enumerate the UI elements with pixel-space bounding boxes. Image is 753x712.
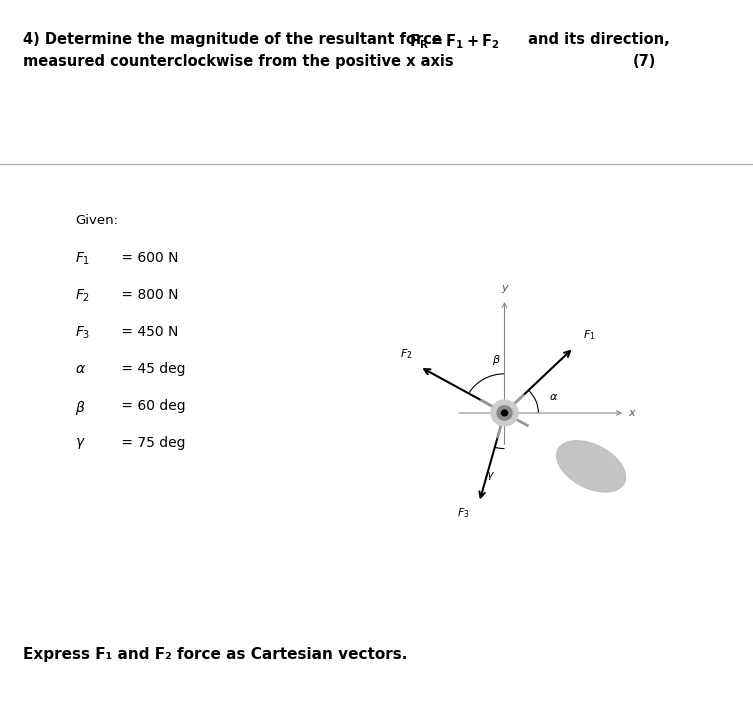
Text: (7): (7) bbox=[633, 54, 656, 69]
Text: $F_3$: $F_3$ bbox=[75, 325, 90, 341]
Text: $\alpha$: $\alpha$ bbox=[75, 362, 87, 376]
Text: measured counterclockwise from the positive x axis: measured counterclockwise from the posit… bbox=[23, 54, 453, 69]
Text: Express F₁ and F₂ force as Cartesian vectors.: Express F₁ and F₂ force as Cartesian vec… bbox=[23, 647, 407, 662]
Text: = 450 N: = 450 N bbox=[117, 325, 178, 339]
Text: $\gamma$: $\gamma$ bbox=[486, 470, 495, 482]
Text: and its direction,: and its direction, bbox=[523, 32, 670, 47]
Circle shape bbox=[497, 406, 512, 420]
Text: $F_1$: $F_1$ bbox=[583, 328, 596, 342]
Circle shape bbox=[501, 410, 508, 416]
Text: 4) Determine the magnitude of the resultant force: 4) Determine the magnitude of the result… bbox=[23, 32, 447, 47]
Text: $\beta$: $\beta$ bbox=[75, 399, 86, 417]
Text: $\alpha$: $\alpha$ bbox=[548, 392, 558, 402]
Text: $\mathbf{F_R = F_1 + F_2}$: $\mathbf{F_R = F_1 + F_2}$ bbox=[409, 32, 499, 51]
Text: y: y bbox=[501, 283, 508, 293]
Text: $F_2$: $F_2$ bbox=[75, 288, 90, 304]
Text: $F_3$: $F_3$ bbox=[458, 506, 470, 520]
Circle shape bbox=[491, 400, 518, 426]
Ellipse shape bbox=[556, 441, 626, 492]
Text: = 60 deg: = 60 deg bbox=[117, 399, 185, 413]
Text: x: x bbox=[629, 408, 636, 418]
Text: Given:: Given: bbox=[75, 214, 118, 226]
Text: = 45 deg: = 45 deg bbox=[117, 362, 185, 376]
Text: $\gamma$: $\gamma$ bbox=[75, 436, 86, 451]
Text: $\beta$: $\beta$ bbox=[492, 353, 501, 367]
Text: = 600 N: = 600 N bbox=[117, 251, 178, 265]
Text: = 800 N: = 800 N bbox=[117, 288, 178, 302]
Text: $F_2$: $F_2$ bbox=[400, 347, 412, 361]
Text: = 75 deg: = 75 deg bbox=[117, 436, 185, 450]
Text: $F_1$: $F_1$ bbox=[75, 251, 90, 267]
